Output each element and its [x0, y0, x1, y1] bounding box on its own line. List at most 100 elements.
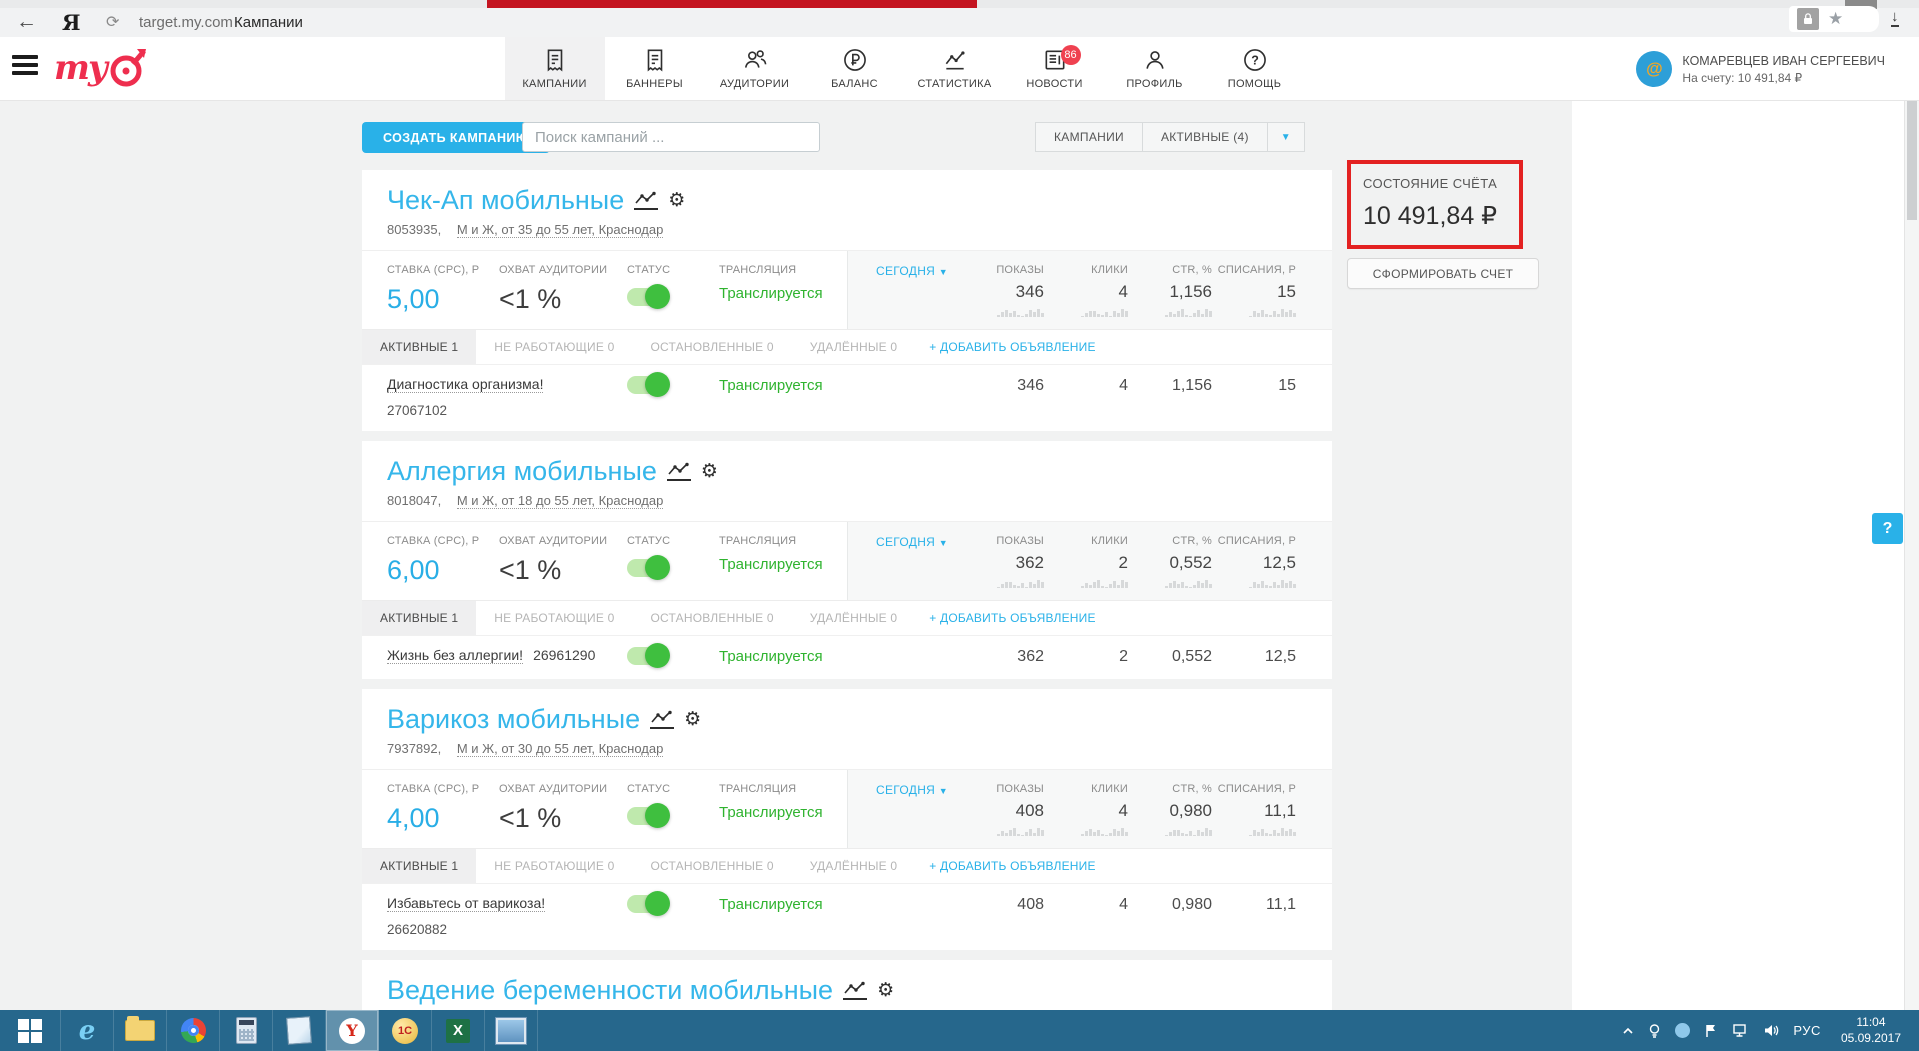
nav-banners[interactable]: БАННЕРЫ [605, 37, 705, 100]
ad-status-toggle[interactable] [627, 372, 670, 397]
taskbar-ie[interactable]: e [61, 1010, 114, 1051]
campaign-settings-icon[interactable]: ⚙ [668, 189, 686, 211]
campaign-status-toggle[interactable] [627, 555, 670, 580]
tab-stopped-ads[interactable]: ОСТАНОВЛЕННЫЕ 0 [650, 611, 774, 625]
refresh-icon[interactable]: ⟳ [106, 14, 120, 31]
campaign-targeting-link[interactable]: М и Ж, от 35 до 55 лет, Краснодар [456, 222, 664, 238]
campaign-stats-icon[interactable] [666, 462, 691, 481]
campaign-status-toggle[interactable] [627, 284, 670, 309]
campaign-settings-icon[interactable]: ⚙ [684, 708, 702, 730]
bookmark-star-icon[interactable]: ★ [1828, 9, 1844, 28]
tab-stopped-ads[interactable]: ОСТАНОВЛЕННЫЕ 0 [650, 859, 774, 873]
tab-not-working-ads[interactable]: НЕ РАБОТАЮЩИЕ 0 [494, 611, 615, 625]
news-badge: 86 [1060, 45, 1081, 65]
create-campaign-button[interactable]: СОЗДАТЬ КАМПАНИЮ [362, 122, 551, 153]
campaign-title[interactable]: Чек-Ап мобильные [387, 185, 625, 215]
lock-icon[interactable] [1797, 8, 1819, 30]
start-button[interactable] [0, 1010, 61, 1051]
ad-status-toggle[interactable] [627, 643, 670, 668]
taskbar-image-viewer[interactable] [485, 1010, 538, 1051]
taskbar-calculator[interactable] [220, 1010, 273, 1051]
nav-balance[interactable]: БАЛАНС [805, 37, 905, 100]
campaign-title[interactable]: Аллергия мобильные [387, 456, 657, 486]
today-dropdown[interactable]: СЕГОДНЯ ▼ [876, 535, 948, 549]
ad-name-link[interactable]: Жизнь без аллергии! [387, 647, 524, 664]
campaign-targeting-link[interactable]: М и Ж, от 30 до 55 лет, Краснодар [456, 741, 664, 757]
campaign-stats-icon[interactable] [843, 981, 868, 1000]
mytarget-logo[interactable]: my [54, 45, 150, 91]
tab-active-ads[interactable]: АКТИВНЫЕ 1 [362, 601, 477, 635]
ad-name-link[interactable]: Избавьтесь от варикоза! [387, 895, 546, 912]
browser-back-icon[interactable]: ← [16, 10, 37, 33]
broadcast-status: Транслируется [719, 285, 823, 302]
tab-stopped-ads[interactable]: ОСТАНОВЛЕННЫЕ 0 [650, 340, 774, 354]
nav-audiences[interactable]: АУДИТОРИИ [705, 37, 805, 100]
create-invoice-button[interactable]: СФОРМИРОВАТЬ СЧЕТ [1347, 258, 1539, 289]
clock[interactable]: 11:04 05.09.2017 [1835, 1015, 1907, 1046]
ad-name-link[interactable]: Диагностика организма! [387, 376, 544, 393]
filter-type-select[interactable]: КАМПАНИИ [1035, 122, 1143, 152]
page-scrollbar[interactable]: ▲ [1904, 37, 1919, 1010]
nav-news[interactable]: 86 НОВОСТИ [1005, 37, 1105, 100]
add-ad-link[interactable]: + ДОБАВИТЬ ОБЪЯВЛЕНИЕ [929, 859, 1096, 873]
campaign-title[interactable]: Варикоз мобильные [387, 704, 641, 734]
tab-not-working-ads[interactable]: НЕ РАБОТАЮЩИЕ 0 [494, 859, 615, 873]
address-url[interactable]: target.my.com [139, 13, 233, 31]
campaign-stats-icon[interactable] [650, 710, 675, 729]
tray-volume-icon[interactable] [1763, 1023, 1779, 1038]
today-dropdown[interactable]: СЕГОДНЯ ▼ [876, 783, 948, 797]
nav-help[interactable]: ? ПОМОЩЬ [1205, 37, 1305, 100]
add-ad-link[interactable]: + ДОБАВИТЬ ОБЪЯВЛЕНИЕ [929, 340, 1096, 354]
campaign-stats-band: СТАВКА (СРС), Р 5,00 ОХВАТ АУДИТОРИИ <1 % … [362, 250, 1332, 329]
ad-row: Избавьтесь от варикоза! 26620882 Трансли… [362, 883, 1332, 950]
tab-deleted-ads[interactable]: УДАЛЁННЫЕ 0 [809, 340, 898, 354]
campaign-title[interactable]: Ведение беременности мобильные [387, 975, 834, 1005]
campaign-stats-icon[interactable] [634, 191, 659, 210]
help-fab-button[interactable]: ? [1872, 513, 1903, 544]
taskbar-notepad[interactable] [273, 1010, 326, 1051]
taskbar-yandex-browser[interactable]: Y [326, 1010, 379, 1051]
add-ad-link[interactable]: + ДОБАВИТЬ ОБЪЯВЛЕНИЕ [929, 611, 1096, 625]
ad-writeoffs: 12,5 [1264, 648, 1296, 665]
ad-ctr: 1,156 [1171, 377, 1212, 394]
campaign-targeting-link[interactable]: М и Ж, от 18 до 55 лет, Краснодар [456, 493, 664, 509]
taskbar-excel[interactable]: X [432, 1010, 485, 1051]
user-account[interactable]: @ КОМАРЕВЦЕВ ИВАН СЕРГЕЕВИЧ На счету: 10… [1636, 37, 1885, 100]
taskbar-explorer[interactable] [114, 1010, 167, 1051]
campaign-stats-band: СТАВКА (СРС), Р 6,00 ОХВАТ АУДИТОРИИ <1 % … [362, 521, 1332, 600]
tray-bulb-icon[interactable] [1648, 1023, 1661, 1039]
filter-dropdown-arrow[interactable]: ▼ [1266, 122, 1305, 152]
active-tab-strip [487, 0, 977, 8]
tab-active-ads[interactable]: АКТИВНЫЕ 1 [362, 849, 477, 883]
window-controls[interactable] [1845, 0, 1877, 9]
filter-status-select[interactable]: АКТИВНЫЕ (4) [1141, 122, 1268, 152]
scrollbar-thumb[interactable] [1907, 55, 1917, 220]
tray-network-icon[interactable] [1732, 1023, 1749, 1038]
campaign-status-toggle[interactable] [627, 803, 670, 828]
ad-status-toggle[interactable] [627, 891, 670, 916]
nav-profile[interactable]: ПРОФИЛЬ [1105, 37, 1205, 100]
language-indicator[interactable]: РУС [1793, 1023, 1821, 1038]
taskbar-1c[interactable]: 1С [379, 1010, 432, 1051]
tray-mail-app-icon[interactable] [1675, 1023, 1691, 1038]
tray-flag-icon[interactable] [1704, 1023, 1718, 1038]
campaign-settings-icon[interactable]: ⚙ [700, 460, 718, 482]
download-icon[interactable]: ↓ [1891, 8, 1899, 27]
nav-statistics[interactable]: СТАТИСТИКА [905, 37, 1005, 100]
tab-deleted-ads[interactable]: УДАЛЁННЫЕ 0 [809, 859, 898, 873]
tab-active-ads[interactable]: АКТИВНЫЕ 1 [362, 330, 477, 364]
today-dropdown[interactable]: СЕГОДНЯ ▼ [876, 264, 948, 278]
nav-campaigns[interactable]: КАМПАНИИ [504, 37, 605, 100]
ad-impressions: 362 [1017, 648, 1044, 665]
tab-deleted-ads[interactable]: УДАЛЁННЫЕ 0 [809, 611, 898, 625]
search-input[interactable] [522, 122, 820, 152]
ie-icon: e [78, 1015, 96, 1046]
ad-row: Диагностика организма! 27067102 Транслир… [362, 364, 1332, 431]
yandex-logo[interactable]: Я [62, 9, 81, 35]
taskbar-chrome[interactable] [167, 1010, 220, 1051]
statistics-icon [945, 51, 965, 70]
campaign-settings-icon[interactable]: ⚙ [877, 979, 895, 1001]
hamburger-menu-icon[interactable] [12, 55, 38, 79]
tab-not-working-ads[interactable]: НЕ РАБОТАЮЩИЕ 0 [494, 340, 615, 354]
tray-chevron-up-icon[interactable] [1622, 1026, 1634, 1036]
